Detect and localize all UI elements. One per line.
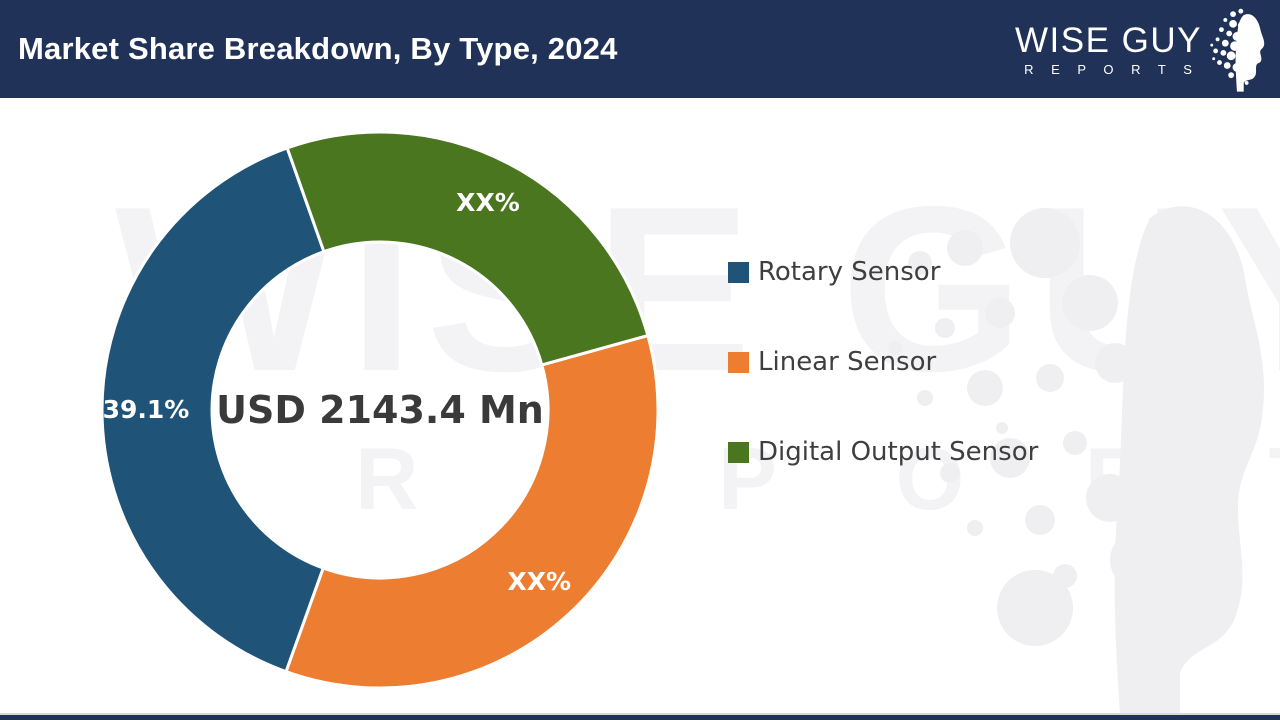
legend-item-digital-output-sensor: Digital Output Sensor (728, 432, 1038, 472)
donut-chart: 39.1% XX% XX% (100, 130, 660, 690)
brand-logo-text: WISE GUY R E P O R T S (1014, 20, 1202, 77)
donut-center-value: USD 2143.4 Mn (216, 388, 544, 432)
legend-label: Digital Output Sensor (758, 437, 1039, 467)
legend-label: Rotary Sensor (758, 257, 941, 287)
legend-swatch-digital (728, 441, 749, 463)
legend-swatch-rotary (728, 261, 749, 283)
brand-logo: WISE GUY R E P O R T S (1015, 6, 1266, 92)
legend-label: Linear Sensor (758, 347, 937, 377)
legend-item-rotary-sensor: Rotary Sensor (728, 252, 1038, 292)
watermark-face-dots (888, 206, 1264, 714)
donut-slice-rotary-sensor (100, 146, 326, 674)
donut-slices (100, 130, 660, 690)
legend-item-linear-sensor: Linear Sensor (728, 342, 1038, 382)
footer-bar (0, 715, 1280, 720)
brand-subtitle: R E P O R T S (1024, 61, 1199, 77)
legend-swatch-linear (728, 351, 749, 373)
face-profile-icon (1210, 8, 1265, 92)
slice-label: XX% (507, 567, 571, 596)
chart-area: WISE GUY R E P O R T S 39.1%XX%XX% USD 2… (0, 98, 1280, 714)
donut-slice-digital-output-sensor (285, 130, 650, 367)
donut-slice-linear-sensor (284, 334, 660, 690)
brand-name: WISE GUY (1014, 20, 1202, 60)
slice-label: XX% (456, 188, 520, 217)
page-title: Market Share Breakdown, By Type, 2024 (18, 31, 618, 66)
donut-slice-labels: 39.1% XX% XX% (103, 188, 571, 596)
chart-legend: Rotary Sensor Linear Sensor Digital Outp… (728, 252, 1038, 522)
footer-divider (0, 713, 1280, 715)
slice-label: 39.1% (103, 395, 190, 424)
header-bar: Market Share Breakdown, By Type, 2024 WI… (0, 0, 1280, 98)
